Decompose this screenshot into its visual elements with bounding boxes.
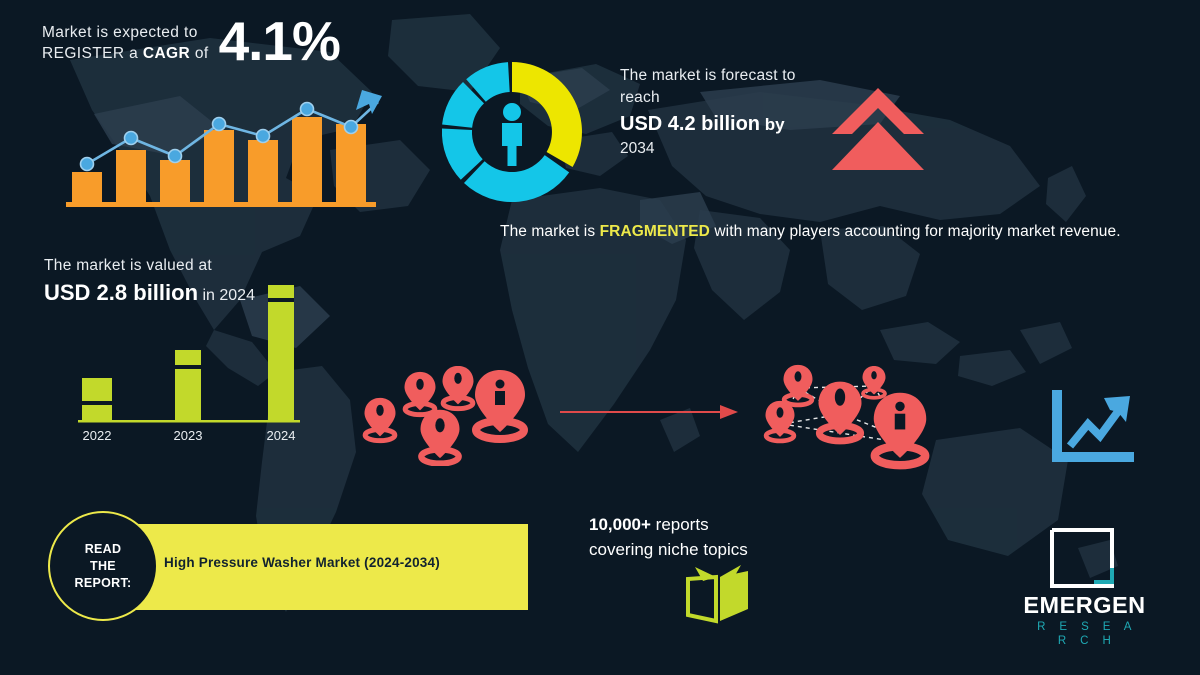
forecast-block: The market is forecast to reach USD 4.2 … [620, 65, 870, 159]
read-report-label: READ THE REPORT: [75, 541, 132, 592]
forecast-year: 2034 [620, 140, 655, 157]
fragmented-statement: The market is FRAGMENTED with many playe… [500, 219, 1140, 244]
forecast-lead: The market is forecast to reach [620, 65, 870, 109]
map-pins-scattered [350, 365, 550, 467]
fragmented-highlight: FRAGMENTED [599, 223, 710, 240]
cagr-label: Market is expected to REGISTER a CAGR of [42, 14, 209, 64]
reports-count-block: 10,000+ reports covering niche topics [589, 512, 748, 562]
reports-count: 10,000+ [589, 515, 651, 534]
open-book-icon [683, 565, 753, 625]
cagr-label-line2: REGISTER a CAGR of [42, 45, 209, 62]
forecast-value-amount: USD 4.2 billion [620, 113, 761, 135]
reports-line2: covering niche topics [589, 540, 748, 559]
cagr-word: CAGR [142, 45, 191, 62]
person-icon [502, 103, 522, 166]
forecast-lead-line2: reach [620, 89, 660, 106]
market-value-amount: USD 2.8 billion in 2024 [44, 278, 255, 311]
square-outline-icon [1050, 528, 1114, 588]
emergen-research-logo: EMERGEN R E S E A R C H [1022, 528, 1147, 647]
market-value-block: The market is valued at USD 2.8 billion … [44, 255, 255, 311]
cagr-block: Market is expected to REGISTER a CAGR of… [42, 10, 341, 72]
bar-label-2024: 2024 [267, 428, 296, 443]
right-arrow-icon [560, 400, 740, 424]
cagr-value: 4.1% [218, 10, 341, 72]
reports-count-suffix: reports [650, 515, 709, 534]
report-title: High Pressure Washer Market (2024-2034) [164, 555, 440, 570]
cagr-label-line1: Market is expected to [42, 24, 198, 41]
fragmented-pre: The market is [500, 223, 600, 240]
map-pins-connected [752, 358, 952, 478]
growth-trend-chart [60, 84, 390, 210]
market-value-lead: The market is valued at [44, 257, 212, 274]
forecast-value-suffix: by [760, 115, 785, 134]
line-chart-up-icon [1046, 388, 1138, 468]
market-value-chart: 2022 2023 2024 [70, 275, 310, 445]
fragmented-post: with many players accounting for majorit… [709, 223, 1121, 240]
market-share-donut-chart [432, 52, 592, 212]
market-value-number: USD 2.8 billion [44, 280, 199, 305]
read-report-badge[interactable]: READ THE REPORT: [48, 511, 158, 621]
read-report-line1: READ [84, 541, 122, 556]
bar-label-2023: 2023 [174, 428, 203, 443]
reports-line1: 10,000+ reports [589, 512, 748, 537]
read-report-line3: REPORT: [74, 575, 132, 590]
logo-wordmark: EMERGEN [1023, 592, 1146, 618]
bar-label-2022: 2022 [83, 428, 112, 443]
read-report-banner[interactable]: High Pressure Washer Market (2024-2034) [96, 524, 528, 610]
logo-subtext: R E S E A R C H [1037, 621, 1137, 647]
market-value-year: in 2024 [198, 287, 255, 304]
read-report-line2: THE [90, 558, 116, 573]
forecast-value: USD 4.2 billion by [620, 111, 870, 138]
forecast-lead-line1: The market is forecast to [620, 67, 796, 84]
double-up-arrow-icon [828, 86, 928, 172]
